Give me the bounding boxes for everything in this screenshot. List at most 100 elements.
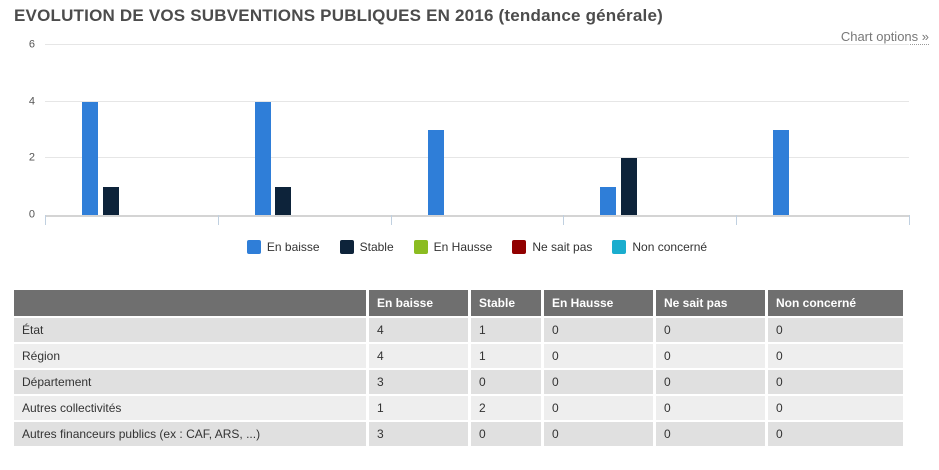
legend-label: Ne sait pas <box>532 240 593 254</box>
legend-label: Non concerné <box>632 240 708 254</box>
bar-group-etat <box>45 45 218 215</box>
row-label: Autres financeurs publics (ex : CAF, ARS… <box>14 422 366 446</box>
bar-slot <box>425 45 446 215</box>
page-title: EVOLUTION DE VOS SUBVENTIONS PUBLIQUES E… <box>14 6 663 25</box>
bar-slot <box>660 45 681 215</box>
x-axis-tick <box>45 215 46 225</box>
bar-slot <box>833 45 854 215</box>
table-header-en-baisse: En baisse <box>369 290 468 316</box>
row-value: 0 <box>656 422 765 446</box>
row-value: 0 <box>768 422 903 446</box>
bar-slot <box>681 45 702 215</box>
row-value: 4 <box>369 318 468 342</box>
chart-options-link[interactable]: Chart options » <box>840 29 929 45</box>
table-row-etat: État 4 1 0 0 0 <box>14 318 903 342</box>
bar-slot <box>467 45 488 215</box>
bar-slot <box>446 45 467 215</box>
row-value: 0 <box>768 370 903 394</box>
chart-legend: En baisse Stable En Hausse Ne sait pas Non c… <box>45 240 909 254</box>
row-label: Département <box>14 370 366 394</box>
row-label: Région <box>14 344 366 368</box>
bar-group-departement <box>391 45 564 215</box>
bar-slot <box>252 45 273 215</box>
legend-item-stable[interactable]: Stable <box>339 240 394 254</box>
bar-slot <box>315 45 336 215</box>
y-axis-tick-label: 6 <box>28 38 35 51</box>
legend-swatch-ne-sait-pas <box>512 240 527 254</box>
x-axis-tick <box>217 215 219 225</box>
row-label: État <box>14 318 366 342</box>
row-value: 0 <box>656 396 765 420</box>
bar-en-baisse <box>427 130 444 215</box>
row-value: 0 <box>656 370 765 394</box>
bar-slot <box>100 45 121 215</box>
y-axis-tick-label: 0 <box>28 208 35 221</box>
bar-slot <box>812 45 833 215</box>
legend-label: Stable <box>359 240 394 254</box>
legend-item-non-concerne[interactable]: Non concerné <box>612 240 707 254</box>
row-value: 0 <box>544 396 653 420</box>
table-header-stable: Stable <box>471 290 541 316</box>
bar-stable <box>275 186 292 215</box>
x-axis-tick <box>390 215 392 225</box>
row-value: 4 <box>369 344 468 368</box>
row-value: 0 <box>471 422 541 446</box>
table-row-autres-collectivites: Autres collectivités 1 2 0 0 0 <box>14 396 903 420</box>
row-value: 0 <box>656 344 765 368</box>
row-value: 1 <box>471 318 541 342</box>
legend-swatch-en-hausse <box>413 240 428 254</box>
bar-group-autres-financeurs-publics-ex-caf-ars <box>736 45 909 215</box>
table-row-region: Région 4 1 0 0 0 <box>14 344 903 368</box>
bar-slot <box>163 45 184 215</box>
bar-groups <box>45 45 909 215</box>
x-axis-tick <box>736 215 738 225</box>
bar-slot <box>335 45 356 215</box>
table-header-ne-sait-pas: Ne sait pas <box>656 290 765 316</box>
row-value: 0 <box>471 370 541 394</box>
bar-en-baisse <box>600 186 617 215</box>
row-value: 0 <box>544 422 653 446</box>
bar-slot <box>639 45 660 215</box>
row-value: 0 <box>544 344 653 368</box>
legend-item-en-baisse[interactable]: En baisse <box>246 240 320 254</box>
legend-item-ne-sait-pas[interactable]: Ne sait pas <box>512 240 592 254</box>
table-header-en-hausse: En Hausse <box>544 290 653 316</box>
table-header-empty <box>14 290 366 316</box>
x-axis-tick <box>563 215 565 225</box>
y-axis-tick-label: 2 <box>28 151 35 164</box>
gridline <box>45 100 909 102</box>
bar-slot <box>619 45 640 215</box>
bar-stable <box>102 186 119 215</box>
results-table-head: En baisse Stable En Hausse Ne sait pas Non c… <box>14 290 903 316</box>
row-value: 0 <box>768 318 903 342</box>
bar-slot <box>487 45 508 215</box>
table-header-row: En baisse Stable En Hausse Ne sait pas Non c… <box>14 290 903 316</box>
legend-item-en-hausse[interactable]: En Hausse <box>413 240 492 254</box>
row-value: 0 <box>544 370 653 394</box>
table-header-non-concerne: Non concerné <box>768 290 903 316</box>
results-table: En baisse Stable En Hausse Ne sait pas Non c… <box>11 288 906 448</box>
legend-swatch-stable <box>339 240 354 254</box>
bar-slot <box>142 45 163 215</box>
legend-label: En baisse <box>266 240 320 254</box>
bar-chart-plot-area: 0 2 4 6 <box>29 39 910 225</box>
row-value: 0 <box>768 344 903 368</box>
row-value: 0 <box>656 318 765 342</box>
gridline <box>45 44 909 45</box>
row-value: 1 <box>369 396 468 420</box>
row-value: 1 <box>471 344 541 368</box>
x-axis-tick <box>909 215 910 225</box>
bar-group-autres-collectivites <box>563 45 736 215</box>
row-value: 2 <box>471 396 541 420</box>
bar-group-region <box>218 45 391 215</box>
bar-slot <box>598 45 619 215</box>
row-value: 0 <box>544 318 653 342</box>
table-row-autres-financeurs-publics-ex-caf-ars: Autres financeurs publics (ex : CAF, ARS… <box>14 422 903 446</box>
row-value: 0 <box>768 396 903 420</box>
legend-swatch-non-concerne <box>612 240 627 254</box>
bar-slot <box>854 45 875 215</box>
bar-slot <box>80 45 101 215</box>
row-label: Autres collectivités <box>14 396 366 420</box>
bar-slot <box>294 45 315 215</box>
